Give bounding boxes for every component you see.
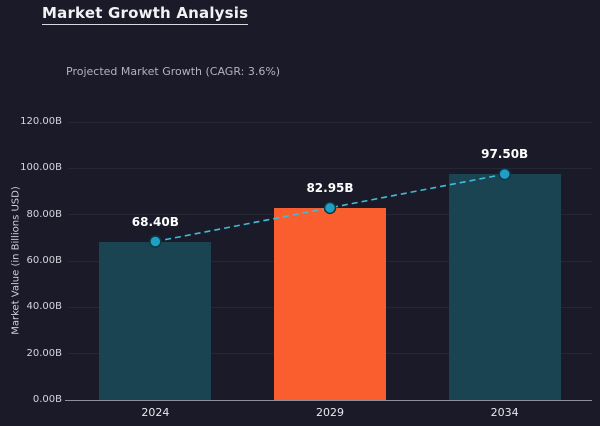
value-label-2034: 97.50B: [481, 147, 529, 162]
gridline: [68, 167, 592, 169]
bar-2029: [274, 207, 386, 400]
value-label-2024: 68.40B: [131, 214, 179, 229]
x-axis-line: [65, 400, 592, 401]
x-tick-label: 2034: [490, 406, 519, 419]
y-tick-label: 60.00B: [26, 255, 63, 266]
bar-2034: [448, 174, 561, 400]
bar-2024: [99, 241, 212, 400]
x-tick-label: 2029: [316, 406, 344, 419]
y-tick-label: 40.00B: [26, 301, 63, 313]
x-tick-label: 2024: [141, 406, 170, 419]
value-label-2029: 82.95B: [306, 180, 354, 195]
y-tick-label: 0.00B: [32, 394, 62, 405]
chart-subtitle: Projected Market Growth (CAGR: 3.6%): [66, 65, 281, 78]
y-tick-label: 80.00B: [26, 208, 63, 220]
y-tick-label: 100.00B: [20, 162, 62, 174]
chart-title: Market Growth Analysis: [42, 4, 249, 25]
y-tick-label: 20.00B: [26, 347, 63, 359]
y-tick-label: 120.00B: [20, 116, 62, 127]
gridline: [68, 121, 592, 123]
